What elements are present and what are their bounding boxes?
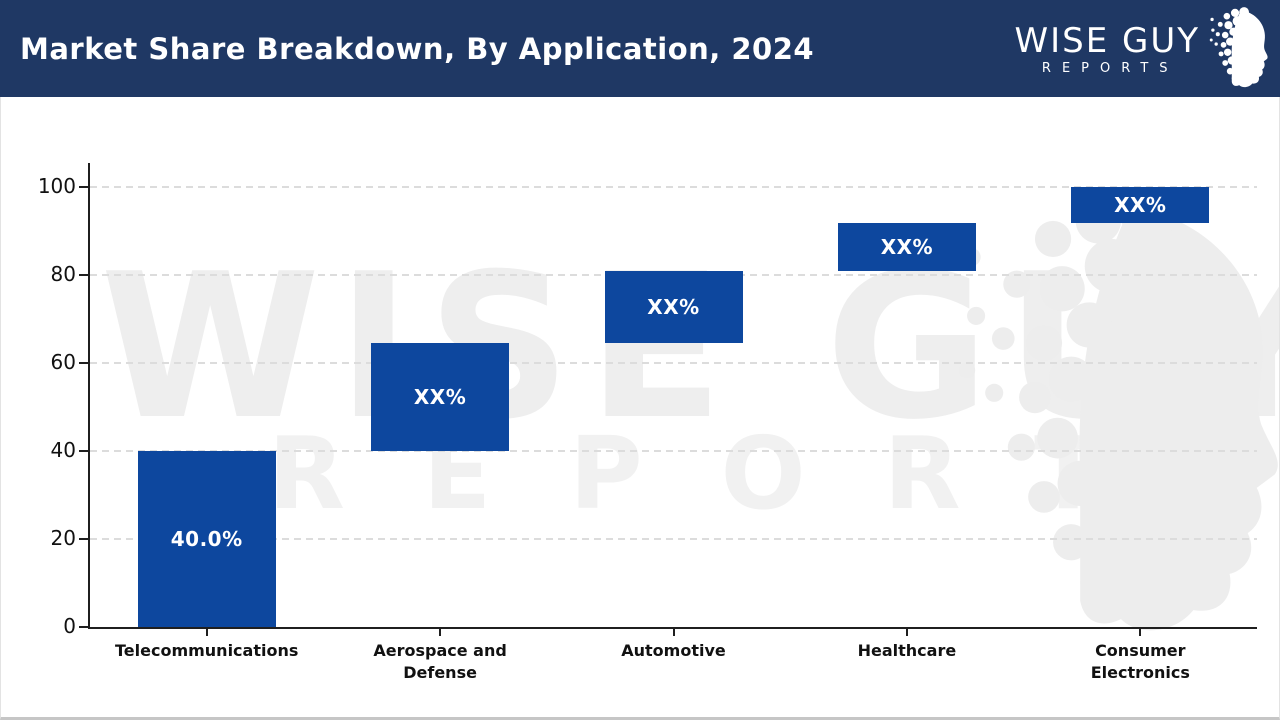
logo-wordmark: WISE GUY xyxy=(1014,20,1200,61)
y-tick-0 xyxy=(79,626,88,628)
x-tick-0 xyxy=(205,629,208,636)
y-tick-label-60: 60 xyxy=(50,350,76,374)
x-category-label: Healthcare xyxy=(857,641,957,660)
x-category-label: Aerospace and Defense xyxy=(373,641,507,682)
x-category-label: Telecommunications xyxy=(114,641,299,660)
bar-value-label: XX% xyxy=(413,385,467,410)
y-tick-label-20: 20 xyxy=(50,526,76,550)
plot-area: 0 20 40 60 80 100 40.0% Telecommunications XX% Ae… xyxy=(38,163,1257,682)
logo: WISE GUY REPORTS xyxy=(1014,4,1272,94)
x-tick-3 xyxy=(905,629,908,636)
x-tick-2 xyxy=(672,629,675,636)
y-tick-60 xyxy=(79,362,88,364)
bar-telecommunications: 40.0% xyxy=(137,451,276,627)
bar-value-label: XX% xyxy=(1114,193,1167,218)
wiseguy-face-icon xyxy=(1209,7,1268,88)
y-tick-label-40: 40 xyxy=(50,438,76,462)
bar-value-label: 40.0% xyxy=(170,527,243,551)
y-tick-100 xyxy=(79,186,88,188)
bar-automotive: XX% xyxy=(604,270,743,344)
bar-value-label: XX% xyxy=(647,294,700,319)
gridline-y100 xyxy=(90,186,1257,188)
bar-aerospace-and-defense: XX% xyxy=(371,343,510,451)
logo-subtitle: REPORTS xyxy=(1041,60,1179,76)
header-bar: Market Share Breakdown, By Application, … xyxy=(0,0,1280,97)
y-tick-80 xyxy=(79,274,88,276)
x-category-label: Consumer Electronics xyxy=(1090,641,1190,682)
x-tick-1 xyxy=(439,629,442,636)
bar-healthcare: XX% xyxy=(837,223,976,271)
gridline-y60 xyxy=(90,362,1257,364)
y-tick-40 xyxy=(79,450,88,452)
y-tick-label-100: 100 xyxy=(37,174,76,198)
gridline-y40 xyxy=(90,450,1257,452)
y-tick-label-80: 80 xyxy=(50,262,76,286)
y-tick-20 xyxy=(79,538,88,540)
bar-consumer-electronics: XX% xyxy=(1071,187,1210,224)
x-tick-4 xyxy=(1139,629,1142,636)
y-tick-label-0: 0 xyxy=(63,614,76,638)
bar-value-label: XX% xyxy=(880,234,934,259)
x-category-label: Automotive xyxy=(621,641,726,660)
page-title: Market Share Breakdown, By Application, … xyxy=(20,31,815,66)
gridline-y20 xyxy=(90,538,1257,540)
